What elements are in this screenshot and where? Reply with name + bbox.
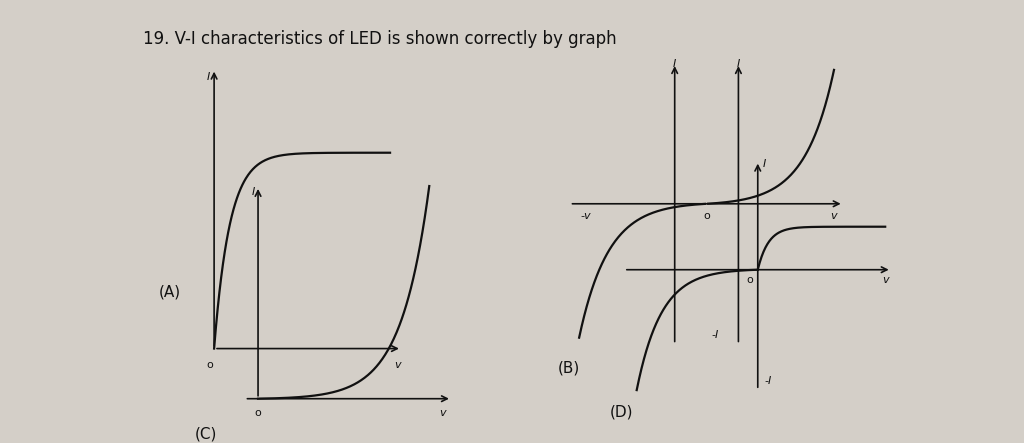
Text: (B): (B) [558,360,581,375]
Text: -I: -I [712,330,719,340]
Text: 19. V-I characteristics of LED is shown correctly by graph: 19. V-I characteristics of LED is shown … [143,30,617,48]
Text: o: o [746,275,754,284]
Text: -I: -I [764,377,771,386]
Text: v: v [439,408,446,419]
Text: (A): (A) [159,285,181,300]
Text: -v: -v [581,211,591,221]
Text: I: I [763,159,766,168]
Text: (D): (D) [609,404,633,420]
Text: (C): (C) [195,427,217,442]
Text: o: o [255,408,261,419]
Text: v: v [882,275,889,284]
Text: I: I [737,58,740,69]
Text: v: v [830,211,838,221]
Text: I: I [252,187,255,197]
Text: v: v [394,360,401,370]
Text: o: o [207,360,214,370]
Text: I: I [207,72,210,82]
Text: o: o [703,211,710,221]
Text: I: I [673,58,676,69]
